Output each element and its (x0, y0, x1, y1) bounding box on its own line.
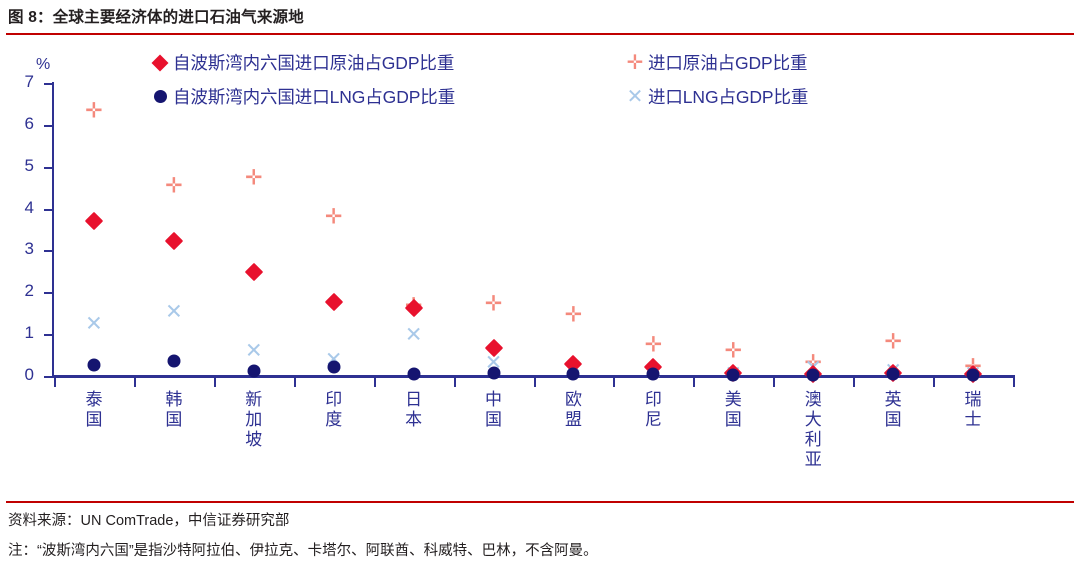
data-point-plus: ✛ (724, 339, 743, 363)
source-line: 资料来源：UN ComTrade，中信证券研究部 (8, 513, 290, 529)
x-tick-mark (693, 378, 696, 387)
y-axis-line (52, 82, 54, 377)
divider-bottom (6, 501, 1074, 503)
x-category-label: 英国 (884, 390, 902, 429)
legend-marker-diamond-icon (150, 53, 170, 73)
y-tick-mark (44, 334, 53, 337)
data-point-circle (247, 364, 261, 378)
data-point-plus: ✛ (564, 303, 583, 327)
y-axis-unit-label: % (36, 56, 51, 73)
y-tick-mark (44, 250, 53, 253)
data-point-cross: ✕ (244, 339, 263, 363)
data-point-circle (407, 367, 421, 381)
legend-item[interactable]: ✛ 进口原油占GDP比重 (625, 50, 808, 75)
note-line: 注：“波斯湾内六国”是指沙特阿拉伯、伊拉克、卡塔尔、阿联酋、科威特、巴林，不含阿… (8, 543, 598, 559)
data-point-circle (726, 368, 740, 382)
x-category-label: 中国 (485, 390, 503, 429)
x-category-label: 泰国 (85, 390, 103, 429)
y-tick-label: 4 (24, 197, 34, 217)
x-tick-mark (293, 378, 296, 387)
data-point-circle (886, 367, 900, 381)
data-point-plus: ✛ (324, 205, 343, 229)
x-category-label: 韩国 (165, 390, 183, 429)
x-tick-mark (613, 378, 616, 387)
x-tick-mark (1013, 378, 1015, 387)
x-category-label: 瑞士 (964, 390, 982, 429)
legend-item[interactable]: ✕ 进口LNG占GDP比重 (625, 84, 809, 109)
y-tick-mark (44, 83, 53, 85)
data-point-cross: ✕ (165, 300, 183, 324)
chart-legend: 自波斯湾内六国进口原油占GDP比重 ✛ 进口原油占GDP比重自波斯湾内六国进口LNG… (150, 50, 940, 114)
x-tick-mark (933, 378, 936, 387)
data-point-circle (87, 358, 101, 372)
data-point-plus: ✛ (644, 333, 663, 357)
data-point-diamond (244, 262, 263, 282)
x-category-label: 新加坡 (245, 390, 263, 449)
x-tick-mark (453, 378, 456, 387)
x-axis-line (52, 375, 1015, 378)
data-point-circle (966, 368, 980, 382)
data-point-diamond (164, 232, 184, 251)
data-point-plus: ✛ (165, 174, 183, 198)
y-tick-mark (44, 166, 53, 169)
page-title: 图 8：全球主要经济体的进口石油气来源地 (8, 9, 304, 26)
data-point-circle (327, 360, 341, 374)
figure-footer: 资料来源：UN ComTrade，中信证券研究部 注：“波斯湾内六国”是指沙特阿… (8, 506, 1072, 566)
y-tick-mark (44, 292, 53, 295)
data-point-plus: ✛ (85, 99, 103, 123)
legend-marker-cross-icon: ✕ (626, 86, 644, 108)
legend-marker-plus-icon: ✛ (626, 52, 644, 74)
y-tick-label: 6 (24, 113, 34, 133)
legend-item[interactable]: 自波斯湾内六国进口LNG占GDP比重 (150, 84, 455, 109)
figure-title-bar: 图 8：全球主要经济体的进口石油气来源地 (0, 0, 1080, 32)
data-point-diamond (84, 211, 104, 231)
x-category-label: 日本 (405, 390, 423, 429)
data-point-cross: ✕ (85, 312, 103, 336)
data-point-plus: ✛ (884, 330, 902, 354)
data-point-circle (646, 367, 660, 381)
y-tick-mark (44, 124, 53, 127)
legend-item[interactable]: 自波斯湾内六国进口原油占GDP比重 (150, 50, 454, 75)
x-tick-mark (373, 378, 376, 387)
legend-label: 进口原油占GDP比重 (648, 53, 808, 73)
legend-label: 自波斯湾内六国进口原油占GDP比重 (173, 53, 455, 73)
x-category-label: 印度 (325, 390, 343, 429)
x-tick-mark (773, 378, 776, 387)
x-category-label: 澳大利亚 (804, 390, 822, 469)
legend-label: 进口LNG占GDP比重 (648, 87, 809, 107)
chart-plot-area: % 0 1 2 3 4 5 6 7 泰国 韩国 新加坡 印度 日本 中国 欧盟 印尼 美国 澳大利亚 英国 瑞士 ✛… (0, 36, 1080, 500)
x-tick-mark (533, 378, 536, 387)
x-tick-mark (213, 378, 216, 387)
y-tick-label: 1 (24, 323, 34, 343)
y-tick-label: 5 (24, 155, 34, 175)
y-tick-label: 3 (24, 239, 34, 259)
y-tick-label: 0 (24, 365, 34, 384)
y-tick-label: 7 (24, 72, 34, 91)
x-category-label: 印尼 (644, 390, 662, 429)
data-point-plus: ✛ (484, 292, 503, 316)
x-tick-mark (133, 378, 136, 387)
legend-label: 自波斯湾内六国进口LNG占GDP比重 (173, 87, 456, 107)
data-point-circle (487, 366, 501, 380)
x-category-label: 欧盟 (564, 390, 582, 429)
legend-marker-circle-icon (150, 87, 170, 107)
y-tick-label: 2 (24, 281, 34, 301)
y-tick-mark (44, 376, 53, 378)
data-point-circle (167, 354, 181, 368)
divider-top (6, 33, 1074, 35)
data-point-circle (806, 368, 820, 382)
x-category-label: 美国 (724, 390, 742, 429)
y-tick-mark (44, 208, 53, 211)
data-point-circle (566, 367, 580, 381)
data-point-cross: ✕ (404, 323, 423, 347)
data-point-plus: ✛ (244, 166, 263, 190)
x-tick-mark (54, 378, 56, 387)
x-tick-mark (853, 378, 856, 387)
data-point-diamond (324, 292, 343, 312)
